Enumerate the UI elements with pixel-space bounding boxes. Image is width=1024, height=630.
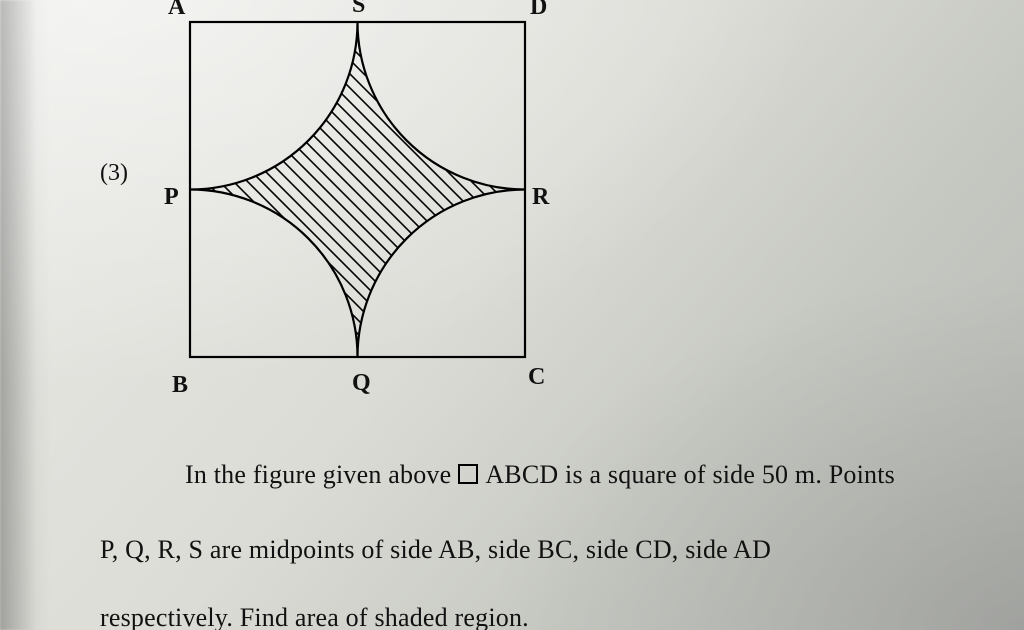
label-D: D bbox=[530, 0, 547, 21]
geometry-figure: A S D P R B Q C bbox=[180, 12, 540, 412]
label-Q: Q bbox=[352, 370, 371, 397]
problem-text-line-3: respectively. Find area of shaded region… bbox=[100, 598, 1000, 630]
page-crease-shadow bbox=[0, 0, 40, 630]
label-B: B bbox=[172, 372, 188, 399]
label-R: R bbox=[532, 184, 549, 211]
text-line1-post: ABCD is a square of side 50 m. Points bbox=[485, 460, 895, 489]
label-A: A bbox=[168, 0, 185, 21]
label-P: P bbox=[164, 184, 179, 211]
label-S: S bbox=[352, 0, 365, 19]
square-symbol-icon bbox=[458, 464, 478, 484]
text-line1-pre: In the figure given above bbox=[185, 460, 458, 489]
astroid-outline bbox=[190, 22, 525, 357]
problem-text-line-2: P, Q, R, S are midpoints of side AB, sid… bbox=[100, 530, 1000, 569]
question-number: (3) bbox=[100, 160, 128, 187]
figure-svg bbox=[180, 12, 535, 392]
label-C: C bbox=[528, 364, 545, 391]
square-outline bbox=[190, 22, 525, 357]
problem-text-line-1: In the figure given above ABCD is a squa… bbox=[185, 455, 985, 494]
